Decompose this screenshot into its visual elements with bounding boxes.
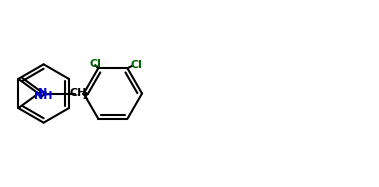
Text: Cl: Cl [131,60,143,70]
Text: N: N [38,88,47,98]
Text: Cl: Cl [89,59,101,69]
Text: NH: NH [34,91,53,101]
Text: CH: CH [70,88,87,99]
Text: 2: 2 [82,92,88,101]
